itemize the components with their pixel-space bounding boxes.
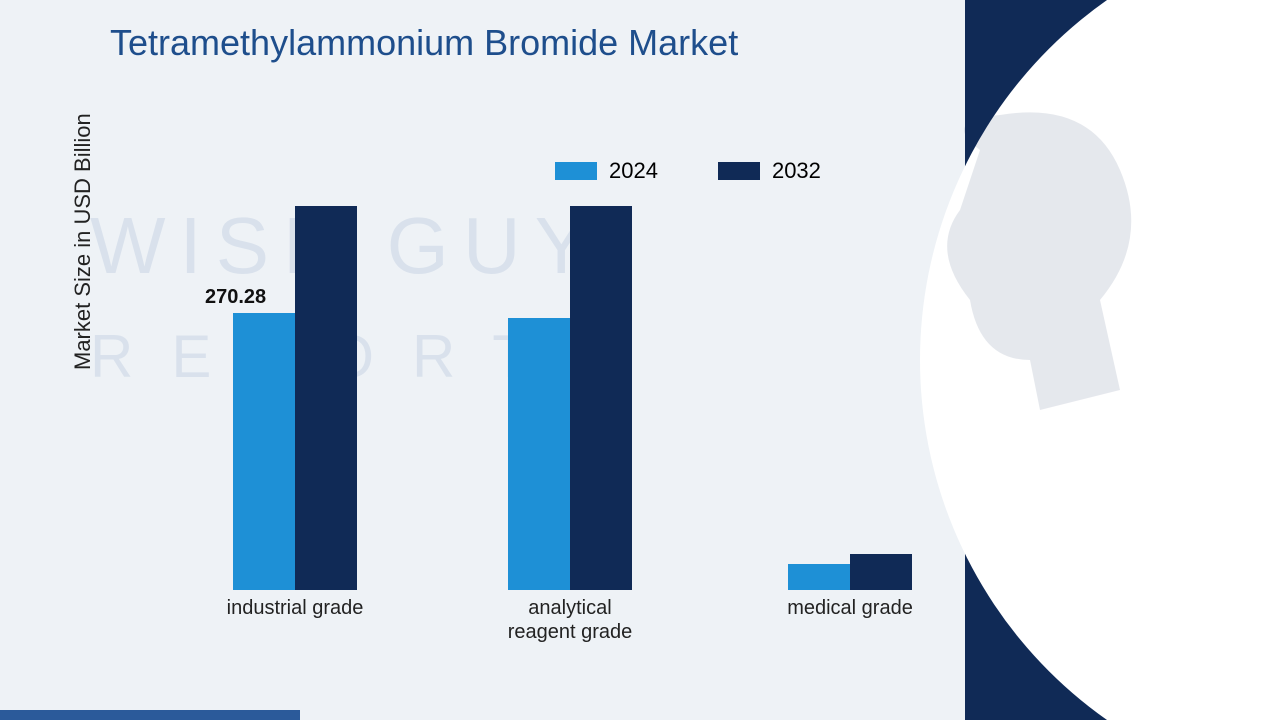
- category-label: industrial grade: [225, 596, 365, 620]
- bar-value-label: 270.28: [205, 286, 266, 309]
- plot-area: 270.28industrial grade analytical reagent…: [100, 180, 920, 590]
- bar-group: 270.28industrial grade: [205, 206, 385, 590]
- bar-2024: [508, 318, 570, 590]
- logo-head-icon: [1196, 48, 1238, 102]
- bottom-accent-bar: [0, 710, 300, 720]
- bar-2024: [788, 564, 850, 590]
- bar-group: medical grade: [760, 554, 940, 590]
- head-silhouette-watermark: [920, 110, 1150, 440]
- brand-logo: WISEGUY REPORTS: [1099, 14, 1250, 60]
- legend: 2024 2032: [555, 158, 821, 184]
- category-label: medical grade: [780, 596, 920, 620]
- logo-line-1: WISEGUY: [1099, 14, 1250, 46]
- logo-word-wise: WISE: [1099, 14, 1179, 45]
- chart-title: Tetramethylammonium Bromide Market: [110, 22, 738, 64]
- bar-2032: [850, 554, 912, 590]
- legend-swatch-2032: [718, 162, 760, 180]
- y-axis-label: Market Size in USD Billion: [70, 113, 96, 370]
- logo-word-guy: GUY: [1178, 14, 1245, 45]
- legend-item-2032: 2032: [718, 158, 821, 184]
- bar-group: analytical reagent grade: [480, 206, 660, 590]
- bar-2032: [570, 206, 632, 590]
- legend-label-2024: 2024: [609, 158, 658, 184]
- legend-label-2032: 2032: [772, 158, 821, 184]
- chart-canvas: WISEGUY REPORTS WISE GUY REPORTS Tetrame…: [0, 0, 1280, 720]
- bar-2032: [295, 206, 357, 590]
- legend-item-2024: 2024: [555, 158, 658, 184]
- bar-2024: [233, 313, 295, 590]
- legend-swatch-2024: [555, 162, 597, 180]
- category-label: analytical reagent grade: [500, 596, 640, 644]
